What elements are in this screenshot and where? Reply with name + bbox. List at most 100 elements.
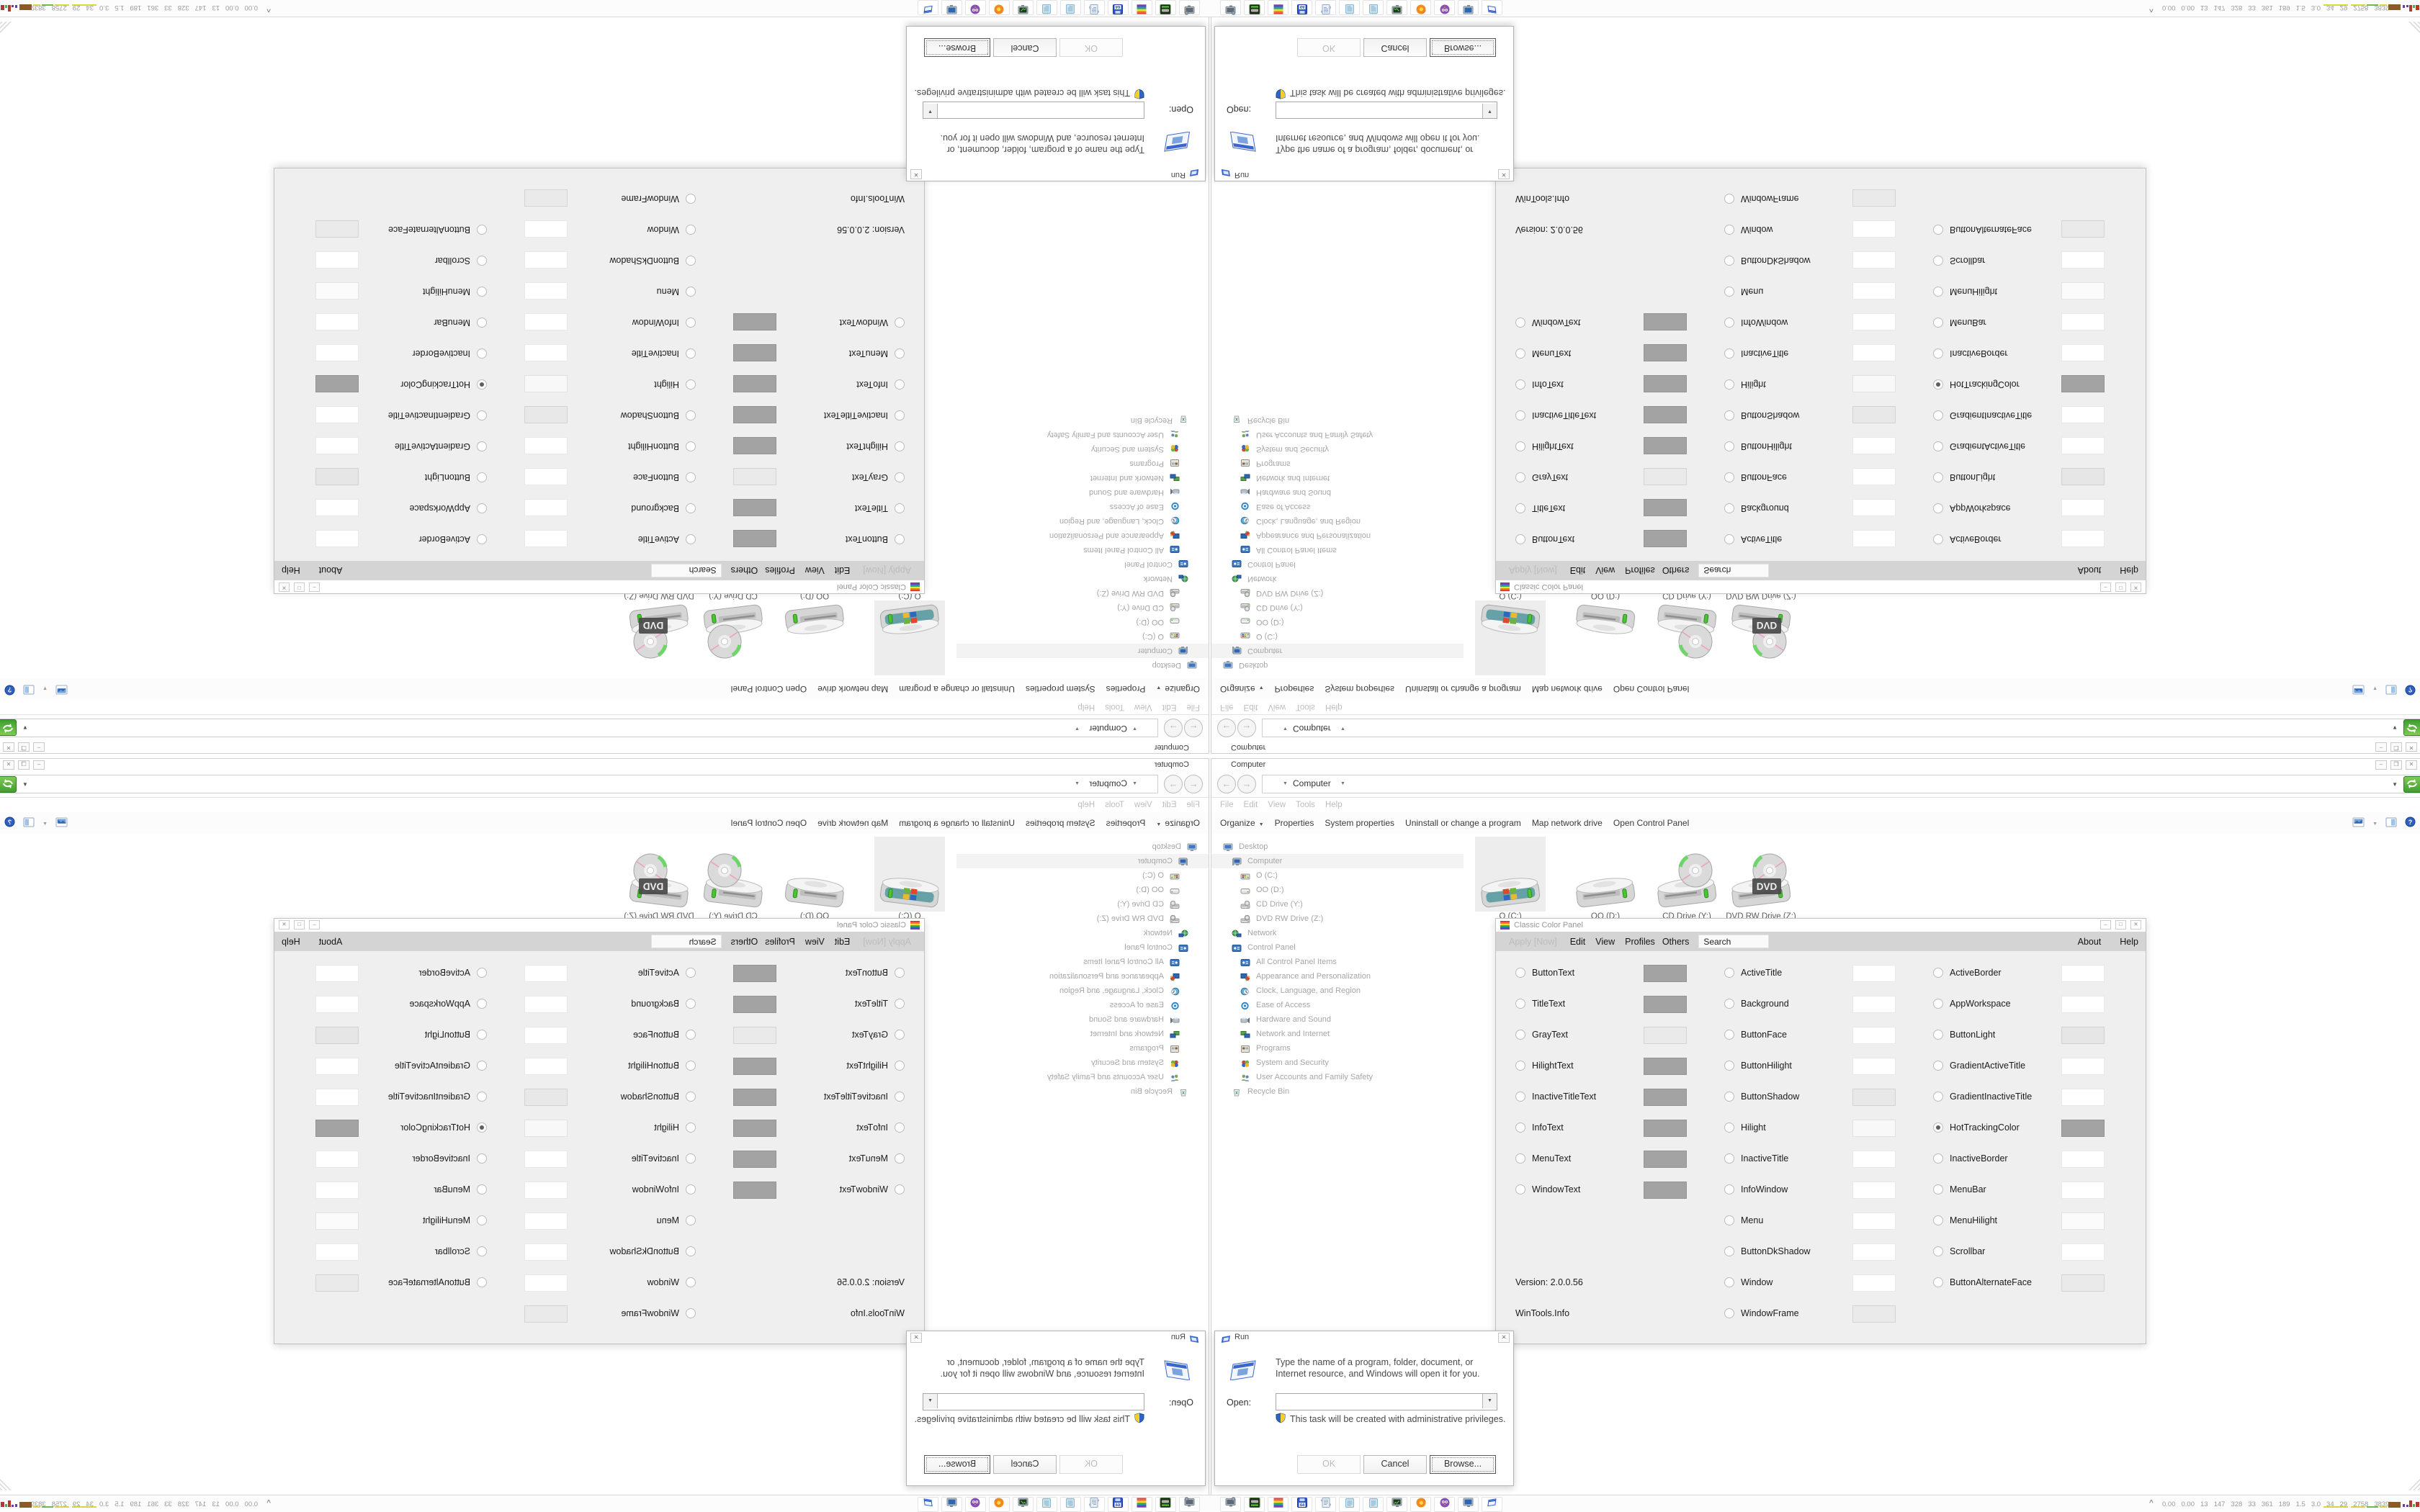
sidebar-item-clock-language-and-region[interactable]: Clock, Language, and Region (1211, 984, 1464, 998)
menu-item-view[interactable]: View (805, 565, 825, 576)
menu-item-view[interactable]: View (1268, 801, 1286, 809)
color-swatch-inactivetitle[interactable] (1852, 1151, 1896, 1168)
forward-icon[interactable]: → (1237, 775, 1256, 793)
minimize-icon[interactable]: – (2100, 582, 2111, 592)
drive-item-1[interactable] (1475, 837, 1546, 912)
taskbar-button[interactable] (1434, 1497, 1455, 1512)
address-bar[interactable]: ▼ Computer ▼ ▼ (0, 775, 1158, 793)
browse-button[interactable]: Browse... (1430, 1455, 1496, 1474)
command-item[interactable]: Map network drive (1531, 684, 1603, 694)
menu-item-edit[interactable]: Edit (1243, 703, 1258, 711)
run-titlebar[interactable]: Run ✕ (907, 1331, 1205, 1343)
browse-button[interactable]: Browse... (1430, 38, 1496, 57)
close-icon[interactable]: ✕ (1498, 1333, 1510, 1343)
sidebar-item-desktop[interactable]: Desktop (1211, 658, 1464, 672)
refresh-icon[interactable] (0, 719, 17, 736)
open-input[interactable] (938, 102, 1144, 118)
radio-graytext[interactable] (895, 472, 905, 483)
color-swatch-buttonhilight[interactable] (1852, 437, 1896, 454)
color-swatch-menu[interactable] (524, 282, 568, 300)
radio-appworkspace[interactable] (1933, 503, 1943, 514)
radio-gradientinactivetitle[interactable] (477, 410, 487, 421)
sidebar-item-network[interactable]: Network (1211, 926, 1464, 940)
radio-windowframe[interactable] (686, 1308, 696, 1318)
open-input[interactable] (1276, 1394, 1482, 1410)
menu-item-help[interactable]: Help (2120, 936, 2138, 947)
radio-hilight[interactable] (1724, 1122, 1734, 1133)
color-swatch-inactivetitletext[interactable] (733, 1089, 776, 1106)
taskbar-button[interactable] (1315, 0, 1336, 15)
radio-inactivetitle[interactable] (686, 1153, 696, 1164)
sidebar-item-o-c-[interactable]: O (C:) (956, 868, 1209, 883)
sidebar-item-programs[interactable]: Programs (1211, 456, 1464, 471)
radio-infotext[interactable] (1515, 379, 1525, 390)
radio-menutext[interactable] (895, 348, 905, 359)
views-caret-icon[interactable]: ▼ (2372, 685, 2378, 691)
address-bar[interactable]: ▼ Computer ▼ ▼ (1262, 719, 2420, 737)
taskbar-button[interactable] (1036, 1497, 1057, 1512)
radio-buttonlight[interactable] (477, 1029, 487, 1040)
color-swatch-buttonface[interactable] (524, 468, 568, 485)
color-swatch-buttonhilight[interactable] (524, 437, 568, 454)
radio-infowindow[interactable] (1724, 1184, 1734, 1194)
taskbar-button[interactable] (1268, 0, 1289, 15)
menu-item-view[interactable]: View (1268, 703, 1286, 711)
sidebar-item-network-and-internet[interactable]: Network and Internet (1211, 471, 1464, 485)
color-swatch-infowindow[interactable] (1852, 1182, 1896, 1199)
sidebar-item-network[interactable]: Network (956, 926, 1209, 940)
forward-icon[interactable]: → (1164, 719, 1183, 737)
color-swatch-activeborder[interactable] (315, 965, 359, 982)
radio-window[interactable] (1724, 1277, 1734, 1287)
radio-scrollbar[interactable] (1933, 1246, 1943, 1256)
color-swatch-window[interactable] (524, 1274, 568, 1292)
drive-item-2[interactable] (782, 837, 847, 912)
minimize-icon[interactable]: – (309, 920, 320, 930)
drive-item-2[interactable] (1573, 600, 1638, 675)
radio-hottrackingcolor[interactable] (1933, 1122, 1943, 1133)
menu-item-file[interactable]: File (1220, 703, 1234, 711)
color-swatch-windowtext[interactable] (733, 1182, 776, 1199)
taskbar-button[interactable] (1060, 0, 1081, 15)
radio-menu[interactable] (686, 287, 696, 297)
menu-item-others[interactable]: Others (730, 936, 758, 947)
resize-grip[interactable] (0, 1477, 14, 1494)
command-item[interactable]: Properties (1274, 818, 1314, 828)
color-swatch-buttonalternateface[interactable] (2061, 220, 2105, 238)
color-swatch-buttonalternateface[interactable] (2061, 1274, 2105, 1292)
sidebar-item-system-and-security[interactable]: System and Security (1211, 1056, 1464, 1070)
radio-appworkspace[interactable] (477, 503, 487, 514)
sidebar-item-appearance-and-personalization[interactable]: Appearance and Personalization (956, 528, 1209, 543)
radio-background[interactable] (686, 503, 696, 514)
color-swatch-gradientinactivetitle[interactable] (315, 1089, 359, 1106)
color-swatch-titletext[interactable] (733, 499, 776, 516)
taskbar-button[interactable] (965, 0, 986, 15)
radio-windowtext[interactable] (1515, 318, 1525, 328)
explorer-titlebar[interactable]: Computer – ❐ ✕ (1211, 741, 2420, 753)
sidebar-item-user-accounts-and-family-safety[interactable]: User Accounts and Family Safety (956, 428, 1209, 442)
radio-menuhilight[interactable] (1933, 1215, 1943, 1225)
close-icon[interactable]: ✕ (910, 169, 922, 179)
radio-buttonhilight[interactable] (686, 1060, 696, 1071)
sidebar-item-desktop[interactable]: Desktop (956, 658, 1209, 672)
menu-item-file[interactable]: File (1186, 801, 1200, 809)
tray-expand-icon[interactable]: ^ (266, 1499, 271, 1507)
sidebar-item-control-panel[interactable]: Control Panel (1211, 557, 1464, 572)
menu-item-edit[interactable]: Edit (1162, 703, 1177, 711)
radio-gradientinactivetitle[interactable] (1933, 410, 1943, 421)
taskbar-button[interactable] (941, 1497, 962, 1512)
run-titlebar[interactable]: Run ✕ (1215, 1331, 1513, 1343)
radio-hilighttext[interactable] (1515, 441, 1525, 452)
help-icon[interactable]: ? (4, 681, 15, 696)
color-swatch-inactiveborder[interactable] (315, 1151, 359, 1168)
radio-window[interactable] (1724, 225, 1734, 235)
radio-buttonhilight[interactable] (1724, 1060, 1734, 1071)
color-swatch-inactiveborder[interactable] (315, 344, 359, 361)
sidebar-item-oo-d-[interactable]: OO (D:) (1211, 883, 1464, 897)
command-item[interactable]: Open Control Panel (1613, 684, 1690, 694)
taskbar-button[interactable] (1220, 0, 1241, 15)
menu-item-profiles[interactable]: Profiles (1625, 565, 1655, 576)
open-input[interactable] (1276, 102, 1482, 118)
radio-scrollbar[interactable] (477, 256, 487, 266)
radio-infotext[interactable] (1515, 1122, 1525, 1133)
radio-inactiveborder[interactable] (477, 1153, 487, 1164)
